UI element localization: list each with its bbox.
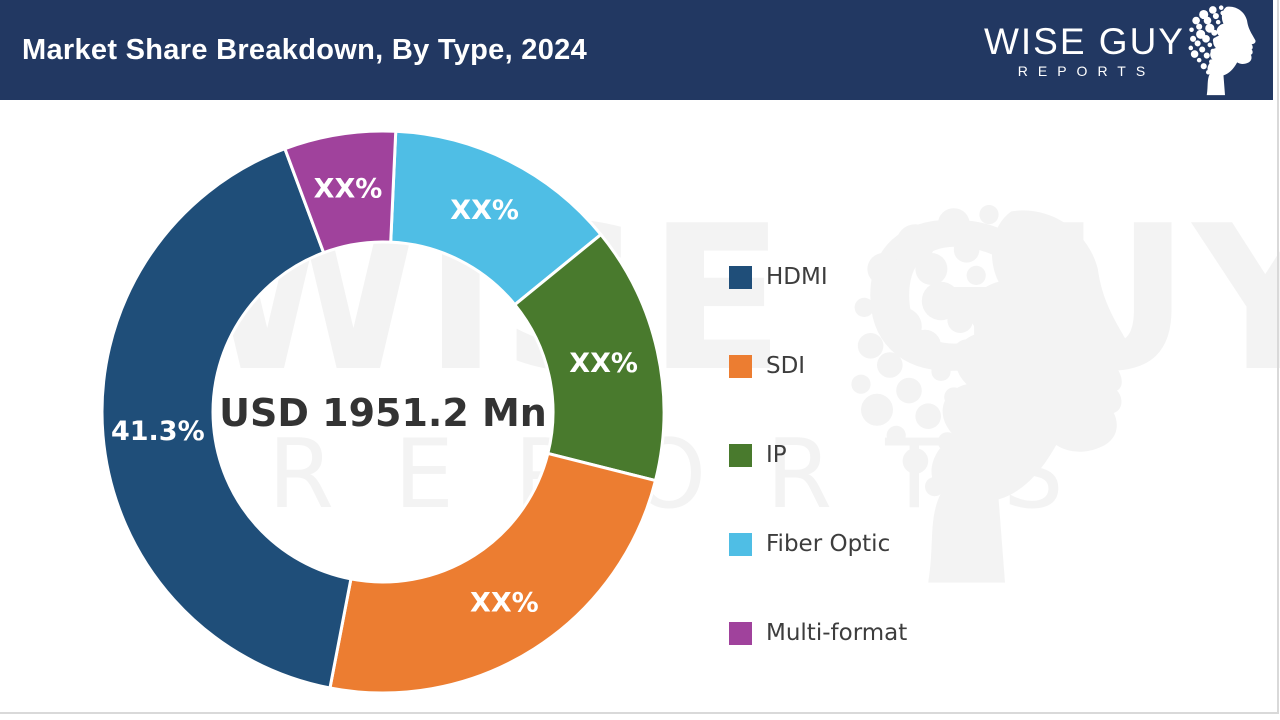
donut-center-value: USD 1951.2 Mn	[219, 391, 547, 435]
donut-slice-sdi	[328, 451, 658, 695]
watermark-brand-subtext: REPORTS	[268, 420, 1124, 530]
legend-label: Multi-format	[766, 619, 908, 646]
donut-slice-hdmi	[100, 147, 353, 690]
brand-logo-text: WISE GUY REPORTS	[984, 23, 1185, 78]
chart-legend: HDMI SDI IP Fiber Optic Multi-format	[729, 265, 907, 645]
legend-swatch	[729, 532, 752, 556]
brand-subname: REPORTS	[1017, 62, 1156, 79]
legend-swatch	[729, 621, 752, 645]
legend-item-multi-format: Multi-format	[729, 621, 907, 645]
donut-chart: XX% XX% XX% 41.3% XX% USD 1951.2 Mn	[100, 129, 666, 695]
slice-value-label: XX%	[470, 588, 539, 619]
brand-name: WISE GUY	[983, 20, 1185, 62]
frame-border-right	[1277, 0, 1279, 714]
frame-border-bottom	[0, 712, 1278, 714]
legend-item-ip: IP	[729, 443, 907, 467]
donut-slice-multi-format	[283, 129, 398, 255]
page-title: Market Share Breakdown, By Type, 2024	[22, 33, 588, 66]
slice-value-label: XX%	[314, 174, 383, 205]
legend-swatch	[729, 354, 752, 378]
legend-label: SDI	[766, 352, 806, 379]
brand-logo: WISE GUY REPORTS	[984, 0, 1263, 100]
legend-item-fiber-optic: Fiber Optic	[729, 532, 907, 556]
legend-item-sdi: SDI	[729, 354, 907, 378]
slice-value-label: 41.3%	[111, 416, 205, 447]
legend-item-hdmi: HDMI	[729, 265, 907, 289]
legend-swatch	[729, 265, 752, 289]
slice-value-label: XX%	[569, 348, 638, 379]
legend-swatch	[729, 443, 752, 467]
brand-head-icon	[1188, 5, 1256, 96]
slice-value-label: XX%	[450, 195, 519, 226]
legend-label: IP	[766, 441, 787, 468]
header-bar: Market Share Breakdown, By Type, 2024 WI…	[0, 0, 1273, 100]
legend-label: Fiber Optic	[766, 530, 891, 557]
legend-label: HDMI	[766, 263, 828, 290]
